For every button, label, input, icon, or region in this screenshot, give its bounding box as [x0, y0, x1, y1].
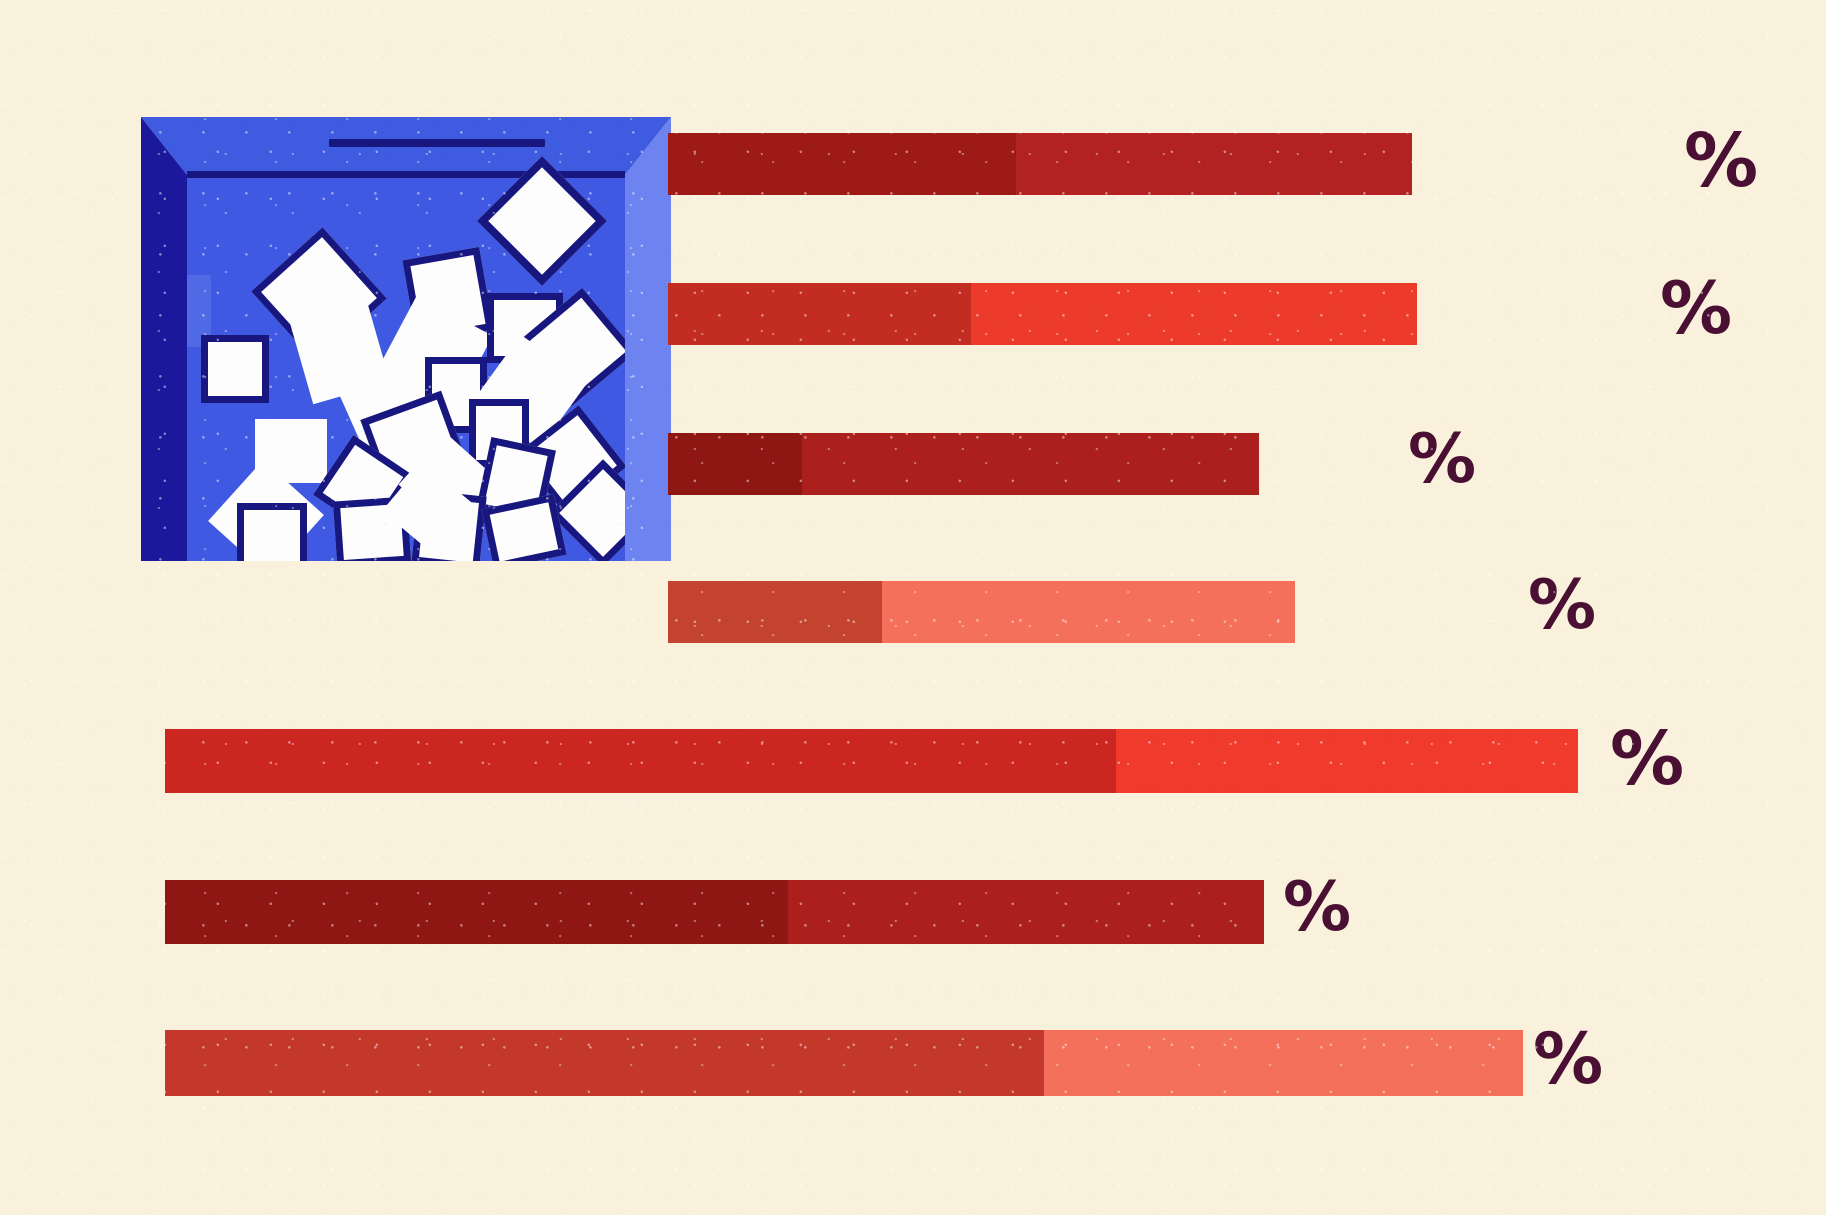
percent-symbol: % [1684, 118, 1759, 204]
bar-segment-b [1016, 133, 1412, 195]
stripe-bar [668, 133, 1412, 195]
stripe-bar [668, 283, 1417, 345]
bar-segment-b [802, 433, 1259, 495]
ballot-box-rim-line [187, 171, 625, 178]
percent-symbol: % [1283, 868, 1352, 947]
percent-symbol: % [1610, 716, 1685, 802]
bar-segment-b [788, 880, 1264, 944]
ballot-paper [237, 503, 307, 561]
percent-symbol: % [1533, 1018, 1604, 1100]
bar-segment-b [971, 283, 1417, 345]
ballot-box-right-side [625, 175, 671, 561]
bar-segment-a [668, 581, 882, 643]
stripe-bar [165, 1030, 1523, 1096]
ballot-box [141, 117, 671, 561]
bar-segment-a [668, 433, 802, 495]
ballot-box-left-shadow [141, 117, 187, 561]
bar-segment-b [1044, 1030, 1523, 1096]
percent-symbol: % [1660, 266, 1733, 350]
ballot-slot [329, 139, 545, 147]
stripe-bar [668, 433, 1259, 495]
bar-segment-b [882, 581, 1295, 643]
bar-segment-a [165, 1030, 1044, 1096]
bar-segment-a [165, 729, 1116, 793]
bar-segment-a [668, 283, 971, 345]
stripe-bar [165, 729, 1578, 793]
percent-symbol: % [1408, 420, 1477, 499]
percent-symbol: % [1528, 566, 1597, 645]
bar-segment-a [668, 133, 1016, 195]
bar-segment-b [1116, 729, 1578, 793]
ballot-paper [201, 335, 269, 403]
bar-segment-a [165, 880, 788, 944]
stripe-bar [165, 880, 1264, 944]
stripe-bar [668, 581, 1295, 643]
